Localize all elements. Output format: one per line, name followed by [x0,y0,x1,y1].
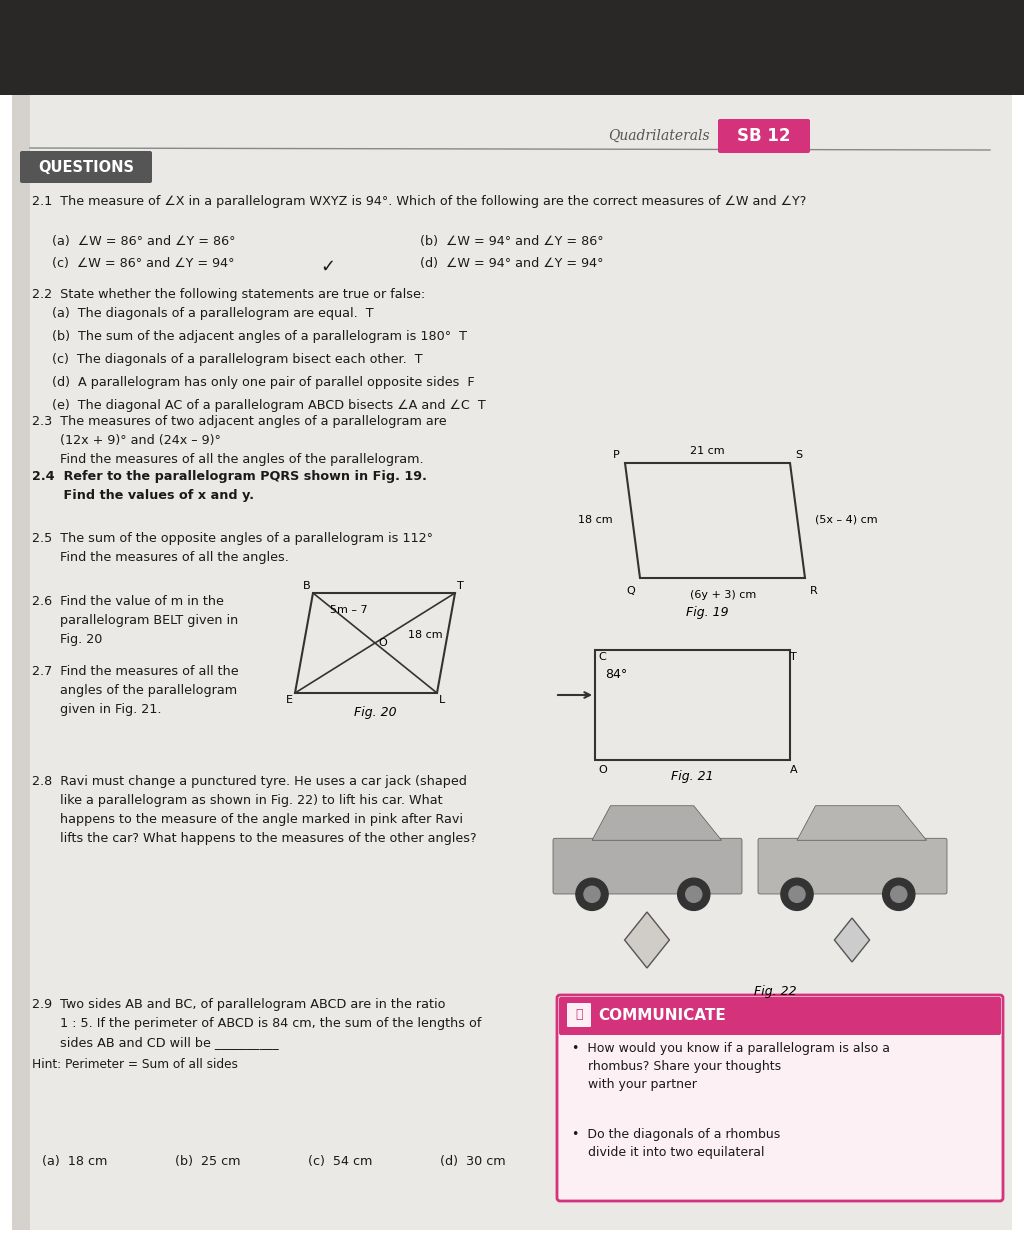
Text: Hint: Perimeter = Sum of all sides: Hint: Perimeter = Sum of all sides [32,1058,238,1071]
Text: 18 cm: 18 cm [408,630,442,640]
Text: QUESTIONS: QUESTIONS [38,160,134,174]
FancyBboxPatch shape [559,997,1001,1035]
Circle shape [686,886,701,902]
Text: angles of the parallelogram: angles of the parallelogram [32,684,238,696]
Text: L: L [439,695,445,705]
Text: (c)  ∠W = 86° and ∠Y = 94°: (c) ∠W = 86° and ∠Y = 94° [52,257,234,270]
Text: ⎕: ⎕ [575,1008,583,1022]
Text: COMMUNICATE: COMMUNICATE [598,1008,726,1023]
Text: 2.3  The measures of two adjacent angles of a parallelogram are: 2.3 The measures of two adjacent angles … [32,414,446,428]
FancyBboxPatch shape [553,839,742,894]
Text: Find the values of x and y.: Find the values of x and y. [32,489,254,502]
Text: 18 cm: 18 cm [579,515,613,524]
Circle shape [781,878,813,910]
FancyBboxPatch shape [12,95,1012,1230]
Text: like a parallelogram as shown in Fig. 22) to lift his car. What: like a parallelogram as shown in Fig. 22… [32,794,442,807]
Circle shape [575,878,608,910]
Text: SB 12: SB 12 [737,127,791,145]
Text: Fig. 19: Fig. 19 [686,606,728,618]
FancyBboxPatch shape [567,1003,591,1027]
Text: Find the measures of all the angles of the parallelogram.: Find the measures of all the angles of t… [32,453,424,466]
Text: Fig. 22: Fig. 22 [754,985,797,998]
Text: 2.5  The sum of the opposite angles of a parallelogram is 112°: 2.5 The sum of the opposite angles of a … [32,532,433,546]
Text: S: S [795,450,802,460]
Text: sides AB and CD will be __________: sides AB and CD will be __________ [32,1037,279,1049]
Text: given in Fig. 21.: given in Fig. 21. [32,703,162,716]
Text: Fig. 20: Fig. 20 [32,633,102,646]
Text: 1 : 5. If the perimeter of ABCD is 84 cm, the sum of the lengths of: 1 : 5. If the perimeter of ABCD is 84 cm… [32,1017,481,1030]
Text: 2.9  Two sides AB and BC, of parallelogram ABCD are in the ratio: 2.9 Two sides AB and BC, of parallelogra… [32,998,445,1011]
Text: 2.6  Find the value of m in the: 2.6 Find the value of m in the [32,595,224,609]
Text: B: B [303,581,311,591]
Text: Q: Q [627,586,635,596]
Text: 5m – 7: 5m – 7 [330,605,368,615]
Circle shape [788,886,805,902]
Text: Quadrilaterals: Quadrilaterals [608,129,710,143]
Text: (e)  The diagonal AC of a parallelogram ABCD bisects ∠A and ∠C  T: (e) The diagonal AC of a parallelogram A… [52,400,485,412]
Text: ✓: ✓ [319,259,335,276]
Text: •  Do the diagonals of a rhombus
    divide it into two equilateral: • Do the diagonals of a rhombus divide i… [572,1128,780,1159]
Text: 21 cm: 21 cm [690,447,724,456]
Text: Find the measures of all the angles.: Find the measures of all the angles. [32,550,289,564]
Polygon shape [797,805,927,840]
Polygon shape [625,912,670,969]
Text: 2.1  The measure of ∠X in a parallelogram WXYZ is 94°. Which of the following ar: 2.1 The measure of ∠X in a parallelogram… [32,195,806,208]
Circle shape [678,878,710,910]
Text: lifts the car? What happens to the measures of the other angles?: lifts the car? What happens to the measu… [32,833,476,845]
Text: 2.2  State whether the following statements are true or false:: 2.2 State whether the following statemen… [32,288,425,301]
Text: E: E [286,695,293,705]
Text: O: O [378,638,387,648]
FancyBboxPatch shape [718,119,810,153]
Text: (c)  54 cm: (c) 54 cm [308,1155,373,1168]
Text: (a)  18 cm: (a) 18 cm [42,1155,108,1168]
Text: 2.4  Refer to the parallelogram PQRS shown in Fig. 19.: 2.4 Refer to the parallelogram PQRS show… [32,470,427,482]
Text: (d)  30 cm: (d) 30 cm [440,1155,506,1168]
Text: A: A [790,764,798,776]
Text: parallelogram BELT given in: parallelogram BELT given in [32,614,239,627]
Text: O: O [598,764,607,776]
Text: R: R [810,586,818,596]
FancyBboxPatch shape [12,95,30,1230]
Text: Fig. 20: Fig. 20 [353,706,396,719]
Text: T: T [457,581,464,591]
FancyBboxPatch shape [20,151,152,183]
Text: (d)  A parallelogram has only one pair of parallel opposite sides  F: (d) A parallelogram has only one pair of… [52,376,475,388]
Text: T: T [790,652,797,662]
Text: 2.8  Ravi must change a punctured tyre. He uses a car jack (shaped: 2.8 Ravi must change a punctured tyre. H… [32,776,467,788]
FancyBboxPatch shape [0,0,1024,95]
Text: P: P [613,450,620,460]
Text: (b)  The sum of the adjacent angles of a parallelogram is 180°  T: (b) The sum of the adjacent angles of a … [52,330,467,343]
Text: happens to the measure of the angle marked in pink after Ravi: happens to the measure of the angle mark… [32,813,463,826]
Text: (12x + 9)° and (24x – 9)°: (12x + 9)° and (24x – 9)° [32,434,221,447]
Circle shape [883,878,914,910]
FancyBboxPatch shape [557,995,1002,1201]
Text: (a)  The diagonals of a parallelogram are equal.  T: (a) The diagonals of a parallelogram are… [52,307,374,320]
Text: Fig. 21: Fig. 21 [671,769,714,783]
Text: (a)  ∠W = 86° and ∠Y = 86°: (a) ∠W = 86° and ∠Y = 86° [52,235,236,247]
Polygon shape [835,918,869,962]
Text: 2.7  Find the measures of all the: 2.7 Find the measures of all the [32,666,239,678]
Text: 84°: 84° [605,668,628,682]
Circle shape [584,886,600,902]
Text: (c)  The diagonals of a parallelogram bisect each other.  T: (c) The diagonals of a parallelogram bis… [52,353,423,366]
FancyBboxPatch shape [0,0,1024,95]
Text: (6y + 3) cm: (6y + 3) cm [690,590,756,600]
Text: (b)  ∠W = 94° and ∠Y = 86°: (b) ∠W = 94° and ∠Y = 86° [420,235,603,247]
FancyBboxPatch shape [758,839,947,894]
Text: (d)  ∠W = 94° and ∠Y = 94°: (d) ∠W = 94° and ∠Y = 94° [420,257,603,270]
Text: C: C [598,652,606,662]
Text: •  How would you know if a parallelogram is also a
    rhombus? Share your thoug: • How would you know if a parallelogram … [572,1042,890,1091]
Text: (b)  25 cm: (b) 25 cm [175,1155,241,1168]
Circle shape [891,886,907,902]
Text: (5x – 4) cm: (5x – 4) cm [815,515,878,524]
Polygon shape [592,805,722,840]
